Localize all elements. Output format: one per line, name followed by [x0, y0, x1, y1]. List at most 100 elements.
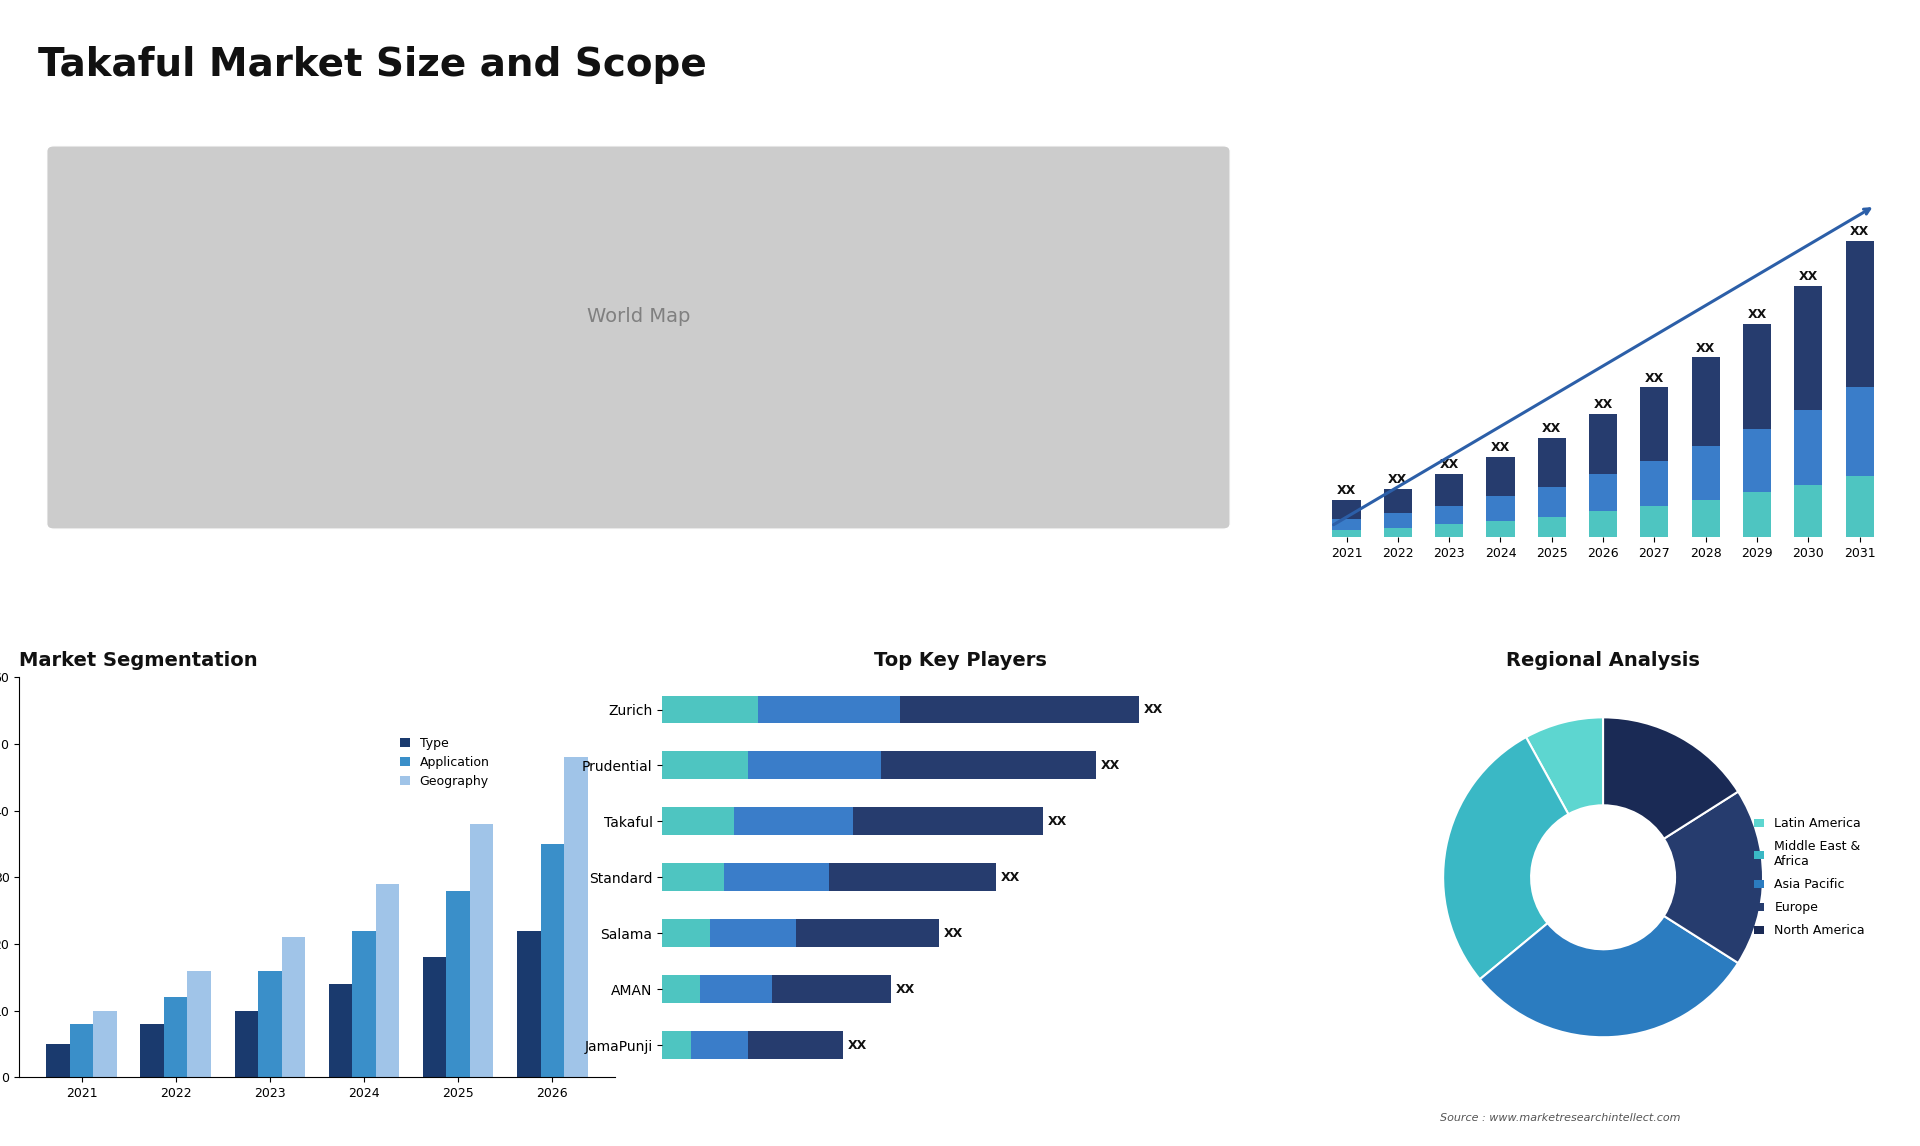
Bar — [1845, 387, 1874, 476]
Legend: Type, Application, Geography: Type, Application, Geography — [396, 731, 495, 793]
Bar — [900, 696, 1139, 723]
Text: XX: XX — [1645, 371, 1665, 385]
Bar — [881, 752, 1096, 779]
Bar — [1793, 410, 1822, 485]
Bar — [234, 1011, 257, 1077]
Wedge shape — [1603, 717, 1738, 839]
Text: XX: XX — [1000, 871, 1020, 884]
Bar — [351, 931, 376, 1077]
Text: XX: XX — [1388, 473, 1407, 486]
Bar — [46, 1044, 69, 1077]
Bar — [1640, 387, 1668, 461]
Bar — [1384, 528, 1411, 537]
Bar — [1590, 414, 1617, 473]
Title: Regional Analysis: Regional Analysis — [1505, 651, 1699, 670]
Bar — [710, 919, 795, 948]
Bar — [1384, 513, 1411, 528]
Bar — [1332, 500, 1361, 519]
Text: Source : www.marketresearchintellect.com: Source : www.marketresearchintellect.com — [1440, 1113, 1680, 1123]
Bar — [1793, 286, 1822, 410]
Text: XX: XX — [1048, 815, 1068, 827]
Title: Top Key Players: Top Key Players — [874, 651, 1046, 670]
Bar — [691, 1031, 749, 1059]
Bar — [662, 696, 758, 723]
Bar — [1486, 457, 1515, 496]
Bar — [733, 808, 852, 835]
Text: XX: XX — [897, 982, 916, 996]
Bar — [1486, 496, 1515, 520]
Bar — [772, 975, 891, 1003]
Text: XX: XX — [1542, 422, 1561, 435]
Bar — [1845, 241, 1874, 387]
Bar — [257, 971, 282, 1077]
Bar — [470, 824, 493, 1077]
Bar — [795, 919, 939, 948]
Bar — [328, 984, 351, 1077]
Bar — [1692, 446, 1720, 500]
Bar — [188, 971, 211, 1077]
Legend: Latin America, Middle East &
Africa, Asia Pacific, Europe, North America: Latin America, Middle East & Africa, Asi… — [1749, 813, 1870, 942]
Bar — [1434, 473, 1463, 505]
Wedge shape — [1526, 717, 1603, 814]
Bar — [1640, 461, 1668, 505]
Bar — [1692, 358, 1720, 446]
Wedge shape — [1444, 737, 1569, 980]
Bar — [516, 931, 541, 1077]
Bar — [1384, 488, 1411, 513]
Bar — [1590, 511, 1617, 537]
Bar — [1332, 519, 1361, 529]
Bar — [852, 808, 1043, 835]
Bar — [724, 863, 829, 892]
Text: XX: XX — [943, 927, 962, 940]
Bar — [564, 758, 588, 1077]
Bar — [749, 1031, 843, 1059]
Bar — [94, 1011, 117, 1077]
Bar — [445, 890, 470, 1077]
Bar — [701, 975, 772, 1003]
Text: XX: XX — [1799, 270, 1818, 283]
Text: XX: XX — [1594, 398, 1613, 411]
Bar — [541, 843, 564, 1077]
Bar — [1434, 505, 1463, 524]
Text: XX: XX — [1336, 484, 1356, 497]
Bar — [662, 808, 733, 835]
Bar — [1538, 487, 1567, 517]
FancyBboxPatch shape — [46, 146, 1231, 529]
Bar — [829, 863, 996, 892]
Bar — [1793, 485, 1822, 537]
Text: XX: XX — [1851, 226, 1870, 238]
Text: XX: XX — [1144, 702, 1164, 716]
Bar — [758, 696, 900, 723]
Bar — [422, 957, 445, 1077]
Text: XX: XX — [1440, 458, 1459, 471]
Text: XX: XX — [1100, 759, 1119, 772]
Bar — [1743, 323, 1770, 429]
Text: XX: XX — [1747, 308, 1766, 321]
Bar — [662, 863, 724, 892]
Bar — [282, 937, 305, 1077]
Text: XX: XX — [1490, 441, 1511, 454]
Bar — [662, 919, 710, 948]
Text: World Map: World Map — [588, 307, 689, 327]
Text: XX: XX — [1695, 342, 1715, 354]
Bar — [1590, 473, 1617, 511]
Bar — [376, 884, 399, 1077]
Bar — [749, 752, 881, 779]
Bar — [1845, 476, 1874, 537]
Text: Takaful Market Size and Scope: Takaful Market Size and Scope — [38, 46, 707, 84]
Text: Market Segmentation: Market Segmentation — [19, 651, 257, 670]
Bar — [662, 752, 749, 779]
Bar — [140, 1023, 163, 1077]
Bar — [1332, 529, 1361, 537]
Bar — [1743, 493, 1770, 537]
Wedge shape — [1665, 792, 1763, 963]
Bar — [1538, 517, 1567, 537]
Bar — [662, 1031, 691, 1059]
Bar — [1692, 500, 1720, 537]
Bar — [1486, 520, 1515, 537]
Bar — [69, 1023, 94, 1077]
Text: XX: XX — [849, 1038, 868, 1052]
Bar — [163, 997, 188, 1077]
Bar — [1743, 429, 1770, 493]
Bar — [662, 975, 701, 1003]
